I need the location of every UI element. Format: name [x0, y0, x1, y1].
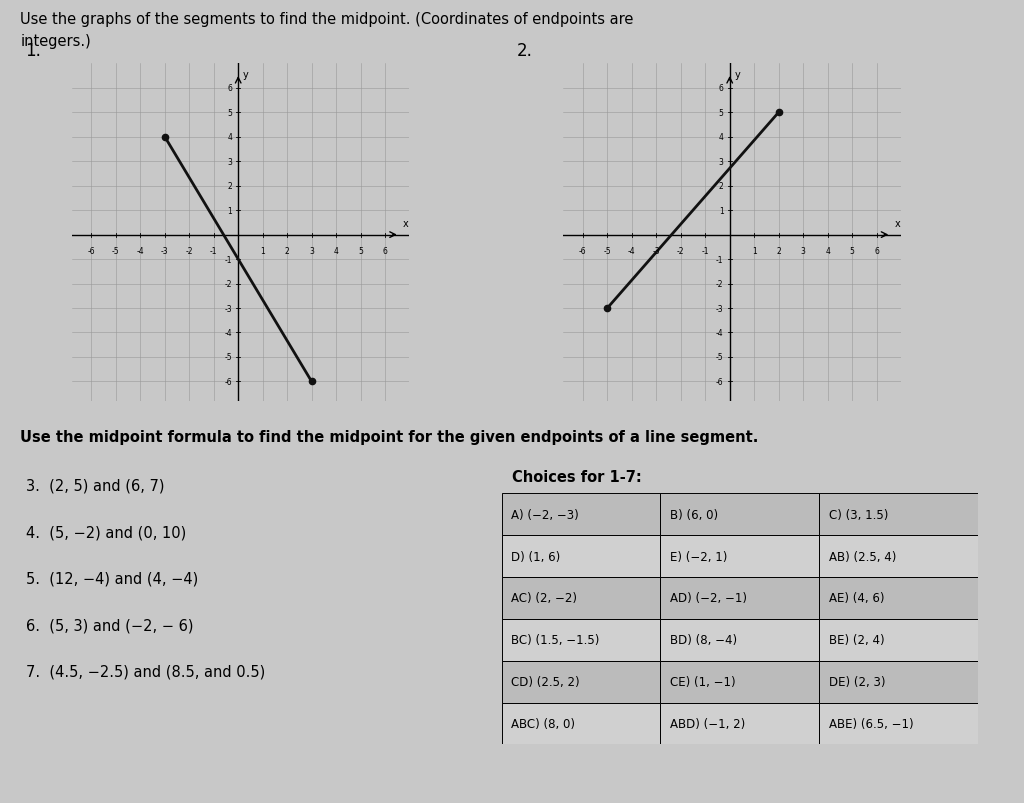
Text: AB) (2.5, 4): AB) (2.5, 4)	[828, 550, 896, 563]
Bar	[502, 494, 660, 536]
Bar	[502, 577, 660, 619]
Text: -5: -5	[224, 353, 232, 362]
Bar	[660, 661, 819, 703]
Text: BC) (1.5, −1.5): BC) (1.5, −1.5)	[511, 634, 600, 646]
Text: -3: -3	[652, 247, 660, 255]
Bar	[819, 703, 978, 744]
Text: 2: 2	[719, 182, 724, 191]
Text: -4: -4	[716, 328, 724, 337]
Text: CD) (2.5, 2): CD) (2.5, 2)	[511, 675, 580, 688]
Text: 6.  (5, 3) and (−2, − 6): 6. (5, 3) and (−2, − 6)	[26, 618, 194, 633]
Text: 3: 3	[719, 157, 724, 166]
Text: 3: 3	[309, 247, 314, 255]
Text: 4: 4	[719, 133, 724, 142]
Text: -4: -4	[224, 328, 232, 337]
Text: DE) (2, 3): DE) (2, 3)	[828, 675, 885, 688]
Text: BE) (2, 4): BE) (2, 4)	[828, 634, 885, 646]
Text: -2: -2	[677, 247, 684, 255]
Text: 2: 2	[776, 247, 781, 255]
Text: integers.): integers.)	[20, 34, 91, 49]
Text: -6: -6	[716, 377, 724, 386]
Text: 6: 6	[383, 247, 387, 255]
Text: x: x	[402, 219, 409, 229]
Text: 5.  (12, −4) and (4, −4): 5. (12, −4) and (4, −4)	[26, 571, 198, 586]
Text: 5: 5	[227, 108, 232, 117]
Bar	[660, 619, 819, 661]
Text: 1: 1	[260, 247, 265, 255]
Text: BD) (8, −4): BD) (8, −4)	[670, 634, 737, 646]
Text: 2.: 2.	[517, 43, 534, 60]
Text: AC) (2, −2): AC) (2, −2)	[511, 592, 578, 605]
Text: CE) (1, −1): CE) (1, −1)	[670, 675, 735, 688]
Text: 2: 2	[285, 247, 290, 255]
Text: Use the midpoint formula to find the midpoint for the given endpoints of a line : Use the midpoint formula to find the mid…	[20, 430, 759, 445]
Text: 5: 5	[850, 247, 854, 255]
Text: -3: -3	[224, 304, 232, 313]
Text: -5: -5	[716, 353, 724, 362]
Bar	[502, 661, 660, 703]
Bar	[502, 703, 660, 744]
Text: -2: -2	[185, 247, 193, 255]
Text: C) (3, 1.5): C) (3, 1.5)	[828, 508, 888, 521]
Text: 3: 3	[801, 247, 806, 255]
Text: -3: -3	[161, 247, 169, 255]
Text: 7.  (4.5, −2.5) and (8.5, and 0.5): 7. (4.5, −2.5) and (8.5, and 0.5)	[26, 664, 265, 679]
Text: A) (−2, −3): A) (−2, −3)	[511, 508, 579, 521]
Text: 1: 1	[752, 247, 757, 255]
Bar	[660, 577, 819, 619]
Text: 4: 4	[227, 133, 232, 142]
Text: y: y	[734, 71, 740, 80]
Text: -4: -4	[136, 247, 144, 255]
Text: 2: 2	[227, 182, 232, 191]
Text: -1: -1	[701, 247, 709, 255]
Text: -5: -5	[112, 247, 120, 255]
Text: -2: -2	[224, 279, 232, 289]
Text: E) (−2, 1): E) (−2, 1)	[670, 550, 727, 563]
Bar	[819, 536, 978, 577]
Bar	[502, 536, 660, 577]
Text: Use the graphs of the segments to find the midpoint. (Coordinates of endpoints a: Use the graphs of the segments to find t…	[20, 12, 634, 27]
Text: 1: 1	[227, 206, 232, 215]
Bar	[819, 494, 978, 536]
Text: 4: 4	[334, 247, 339, 255]
Text: ABD) (−1, 2): ABD) (−1, 2)	[670, 717, 745, 730]
Text: -1: -1	[716, 255, 724, 264]
Text: 6: 6	[719, 84, 724, 93]
Bar	[660, 494, 819, 536]
Text: -5: -5	[603, 247, 611, 255]
Bar	[819, 577, 978, 619]
Text: 5: 5	[719, 108, 724, 117]
Bar	[660, 703, 819, 744]
Text: -1: -1	[210, 247, 217, 255]
Text: ABE) (6.5, −1): ABE) (6.5, −1)	[828, 717, 913, 730]
Bar	[660, 536, 819, 577]
Bar	[819, 619, 978, 661]
Bar	[819, 661, 978, 703]
Text: 6: 6	[227, 84, 232, 93]
Text: -1: -1	[224, 255, 232, 264]
Bar	[502, 619, 660, 661]
Text: AD) (−2, −1): AD) (−2, −1)	[670, 592, 746, 605]
Text: -4: -4	[628, 247, 636, 255]
Text: ABC) (8, 0): ABC) (8, 0)	[511, 717, 575, 730]
Text: 5: 5	[358, 247, 362, 255]
Text: x: x	[894, 219, 900, 229]
Text: 4: 4	[825, 247, 830, 255]
Text: 6: 6	[874, 247, 879, 255]
Text: -2: -2	[716, 279, 724, 289]
Text: -3: -3	[716, 304, 724, 313]
Text: 3.  (2, 5) and (6, 7): 3. (2, 5) and (6, 7)	[26, 478, 164, 493]
Text: AE) (4, 6): AE) (4, 6)	[828, 592, 884, 605]
Text: 4.  (5, −2) and (0, 10): 4. (5, −2) and (0, 10)	[26, 524, 185, 540]
Text: 3: 3	[227, 157, 232, 166]
Text: y: y	[243, 71, 249, 80]
Text: B) (6, 0): B) (6, 0)	[670, 508, 718, 521]
Text: -6: -6	[224, 377, 232, 386]
Text: 1: 1	[719, 206, 724, 215]
Text: D) (1, 6): D) (1, 6)	[511, 550, 560, 563]
Text: 1.: 1.	[26, 43, 42, 60]
Text: Choices for 1-7:: Choices for 1-7:	[512, 470, 642, 485]
Text: -6: -6	[88, 247, 95, 255]
Text: -6: -6	[580, 247, 587, 255]
